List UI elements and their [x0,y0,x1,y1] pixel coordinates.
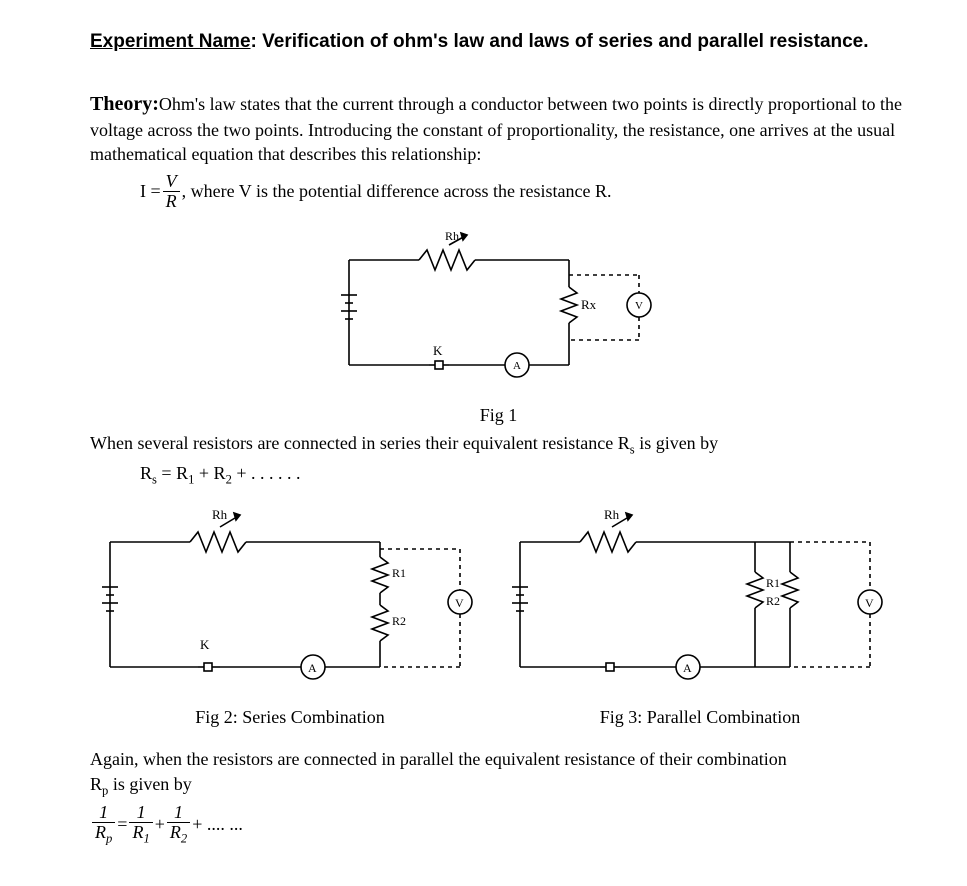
fig1-rh-label: Rh [445,229,459,243]
equation-ohms-law: I = V R , where V is the potential diffe… [140,172,907,211]
series-line: When several resistors are connected in … [90,433,630,453]
fig1-v-label: V [635,300,643,312]
parallel-plus1: + [155,812,165,836]
fig1-svg: Rh Rx V A K [319,225,679,395]
fig-row-2-3: Rh R1 R2 V A K [90,497,907,730]
parallel-plus2: + .... ... [192,812,243,836]
fig2-r2-label: R2 [392,614,406,628]
fig3-rh-label: Rh [604,507,620,522]
eq1-den: R [163,192,180,211]
eq1-fraction: V R [163,172,180,211]
fig3-r2-label: R2 [766,594,780,608]
theory-heading: Theory: [90,93,159,115]
experiment-title-label: Experiment Name [90,31,251,52]
fig1-k-label: K [433,343,443,358]
fig2-wrapper: Rh R1 R2 V A K [90,497,490,730]
fig1-a-label: A [513,360,521,372]
fig2-rh-label: Rh [212,507,228,522]
parallel-rp-pre: R [90,774,102,794]
series-text: When several resistors are connected in … [90,431,907,459]
parallel-f2-num: 1 [129,803,152,823]
fig2-r1-label: R1 [392,566,406,580]
parallel-f1-den: Rp [92,823,115,846]
parallel-text-line2: Rp is given by [90,772,907,800]
parallel-eq-sign: = [117,812,127,836]
theory-body: Ohm's law states that the current throug… [90,94,902,164]
parallel-equation: 1 Rp = 1 R1 + 1 R2 + .... ... [90,803,907,846]
experiment-title: Experiment Name: Verification of ohm's l… [90,28,907,57]
fig3-v-label: V [865,596,874,610]
series-after: is given by [635,433,719,453]
fig3-caption: Fig 3: Parallel Combination [500,705,900,729]
experiment-title-text: : Verification of ohm's law and laws of … [251,31,869,52]
fig1-caption: Fig 1 [90,403,907,427]
fig3-a-label: A [683,661,692,675]
fig3-wrapper: Rh R1 R2 V A [500,497,900,730]
fig2-caption: Fig 2: Series Combination [90,705,490,729]
parallel-frac-rp: 1 Rp [92,803,115,846]
parallel-text-line1: Again, when the resistors are connected … [90,747,907,771]
parallel-rp-post: is given by [108,774,192,794]
fig3-svg: Rh R1 R2 V A [500,497,900,697]
fig2-svg: Rh R1 R2 V A K [90,497,490,697]
parallel-frac-r1: 1 R1 [129,803,152,846]
eq1-lhs: I = [140,179,161,203]
fig2-k-label: K [200,637,210,652]
parallel-f1-num: 1 [92,803,115,823]
eq1-num: V [163,172,180,192]
fig2-a-label: A [308,661,317,675]
parallel-f2-den: R1 [129,823,152,846]
fig3-r1-label: R1 [766,576,780,590]
series-equation: Rs = R1 + R2 + . . . . . . [140,461,907,489]
parallel-frac-r2: 1 R2 [167,803,190,846]
fig1-rx-label: Rx [581,297,597,312]
fig1-wrapper: Rh Rx V A K Fig 1 [90,225,907,428]
theory-paragraph: Theory:Ohm's law states that the current… [90,91,907,167]
parallel-f3-num: 1 [167,803,190,823]
parallel-f3-den: R2 [167,823,190,846]
eq1-after: , where V is the potential difference ac… [182,179,612,203]
fig2-v-label: V [455,596,464,610]
